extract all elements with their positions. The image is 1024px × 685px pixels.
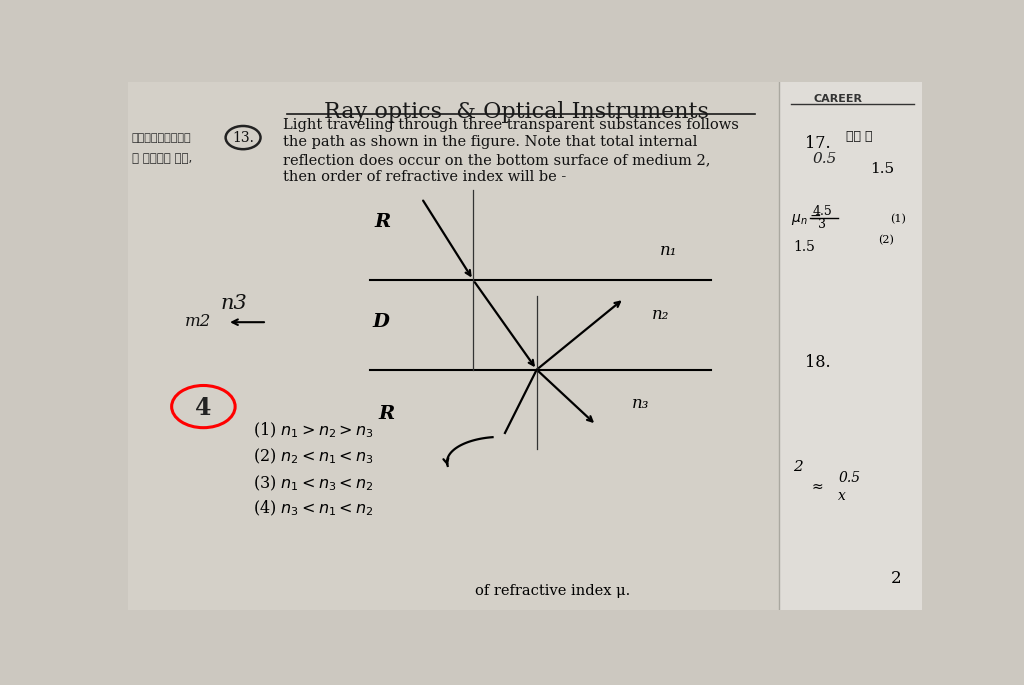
Text: 1.5: 1.5 [793, 240, 815, 253]
Text: (1) $n_1 > n_2 > n_3$: (1) $n_1 > n_2 > n_3$ [253, 421, 374, 440]
Text: पवर्तनांक: पवर्तनांक [132, 133, 191, 142]
Text: $\approx$: $\approx$ [809, 479, 823, 493]
Text: n₃: n₃ [632, 395, 649, 412]
Text: 3: 3 [818, 218, 826, 231]
Text: 17.: 17. [805, 135, 830, 152]
Text: 18.: 18. [805, 354, 830, 371]
Text: (2): (2) [878, 235, 894, 246]
Text: 2: 2 [793, 460, 803, 474]
Text: न होता है,: न होता है, [132, 152, 193, 165]
Text: n₁: n₁ [659, 242, 677, 260]
Text: 0.5: 0.5 [812, 151, 837, 166]
Text: 13.: 13. [232, 131, 254, 145]
Text: reflection does occur on the bottom surface of medium 2,: reflection does occur on the bottom surf… [283, 153, 711, 167]
Text: Ray optics  & Optical Instruments: Ray optics & Optical Instruments [325, 101, 710, 123]
Text: 4.5: 4.5 [812, 205, 833, 218]
Text: एक प: एक प [846, 129, 872, 142]
Text: 0.5: 0.5 [839, 471, 860, 485]
Text: 4: 4 [196, 396, 212, 420]
Text: (3) $n_1 < n_3 < n_2$: (3) $n_1 < n_3 < n_2$ [253, 473, 374, 493]
Text: $\mu_n=$: $\mu_n=$ [791, 212, 821, 227]
Text: 2: 2 [891, 569, 902, 586]
Text: R: R [374, 213, 390, 231]
Text: Light traveling through three transparent substances follows: Light traveling through three transparen… [283, 118, 738, 132]
Text: R: R [379, 406, 395, 423]
Text: 1.5: 1.5 [870, 162, 894, 176]
Text: the path as shown in the figure. Note that total internal: the path as shown in the figure. Note th… [283, 136, 697, 149]
Bar [778, 82, 922, 610]
Text: (1): (1) [890, 214, 906, 225]
Text: (4) $n_3 < n_1 < n_2$: (4) $n_3 < n_1 < n_2$ [253, 499, 374, 518]
Text: then order of refractive index will be -: then order of refractive index will be - [283, 171, 566, 184]
Text: (2) $n_2 < n_1 < n_3$: (2) $n_2 < n_1 < n_3$ [253, 447, 374, 466]
Text: n₂: n₂ [652, 306, 669, 323]
Text: D: D [373, 313, 389, 331]
Text: of refractive index μ.: of refractive index μ. [475, 584, 630, 598]
Text: CAREER: CAREER [814, 94, 863, 104]
Text: x: x [839, 489, 846, 503]
Text: n3: n3 [220, 295, 247, 313]
Text: m2: m2 [185, 312, 211, 329]
Bar [128, 82, 778, 610]
